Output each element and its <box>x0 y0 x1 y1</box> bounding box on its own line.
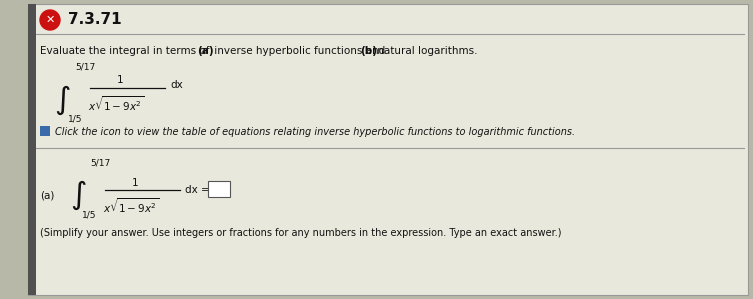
Text: dx =: dx = <box>185 185 210 195</box>
Text: dx: dx <box>170 80 183 90</box>
Text: $x\sqrt{1-9x^2}$: $x\sqrt{1-9x^2}$ <box>88 94 144 113</box>
Text: 1/5: 1/5 <box>68 115 83 124</box>
Text: ✕: ✕ <box>45 15 55 25</box>
Bar <box>40 126 50 136</box>
Text: inverse hyperbolic functions and: inverse hyperbolic functions and <box>211 46 389 56</box>
Text: 5/17: 5/17 <box>90 158 110 167</box>
Text: natural logarithms.: natural logarithms. <box>374 46 477 56</box>
Circle shape <box>40 10 60 30</box>
Text: 1: 1 <box>132 178 139 188</box>
Text: $x\sqrt{1-9x^2}$: $x\sqrt{1-9x^2}$ <box>103 196 159 215</box>
Text: Click the icon to view the table of equations relating inverse hyperbolic functi: Click the icon to view the table of equa… <box>55 127 575 137</box>
Text: (Simplify your answer. Use integers or fractions for any numbers in the expressi: (Simplify your answer. Use integers or f… <box>40 228 562 238</box>
Text: (b): (b) <box>360 46 377 56</box>
Bar <box>208 181 230 197</box>
Text: $\int$: $\int$ <box>53 83 70 117</box>
Bar <box>28 4 36 295</box>
Text: 1: 1 <box>117 75 123 85</box>
Text: $\int$: $\int$ <box>70 178 87 212</box>
Text: 5/17: 5/17 <box>75 63 95 72</box>
Text: Evaluate the integral in terms of: Evaluate the integral in terms of <box>40 46 213 56</box>
Text: (a): (a) <box>40 190 54 200</box>
Text: 1/5: 1/5 <box>82 210 96 219</box>
Text: (a): (a) <box>197 46 214 56</box>
Text: 7.3.71: 7.3.71 <box>68 13 122 28</box>
